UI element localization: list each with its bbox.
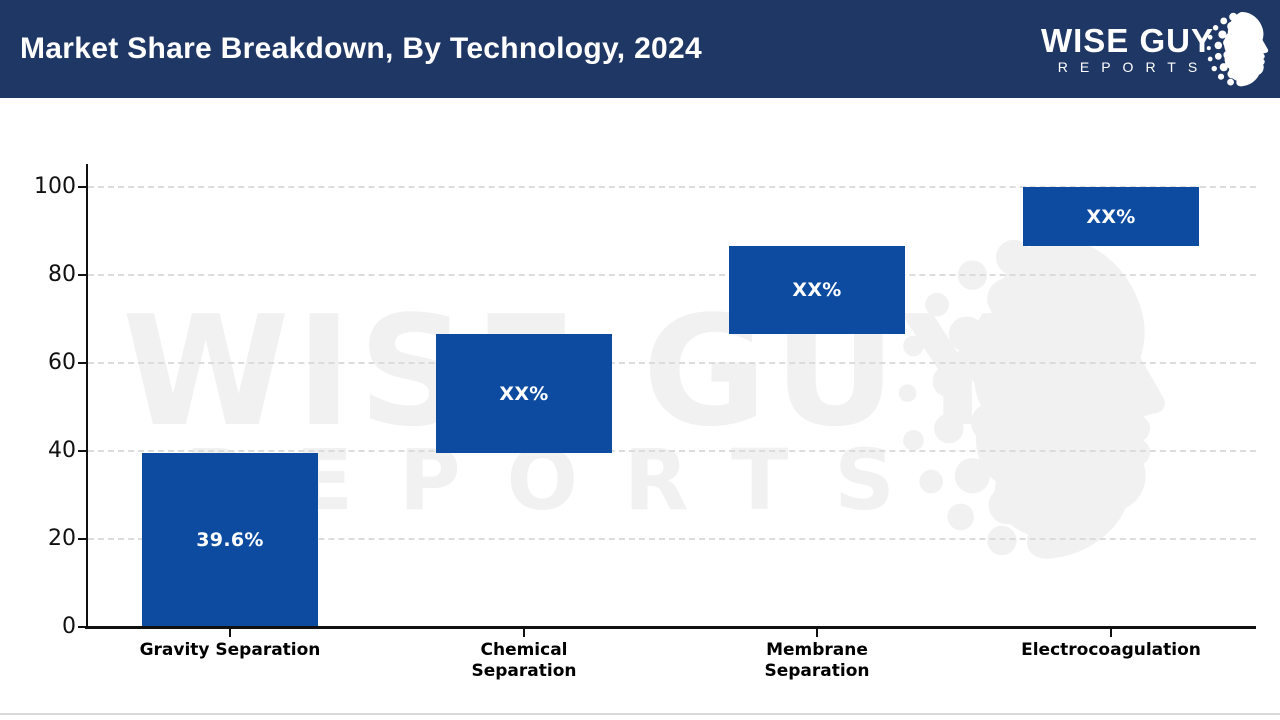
bar-value-label: XX% — [499, 382, 549, 405]
logo-text: WISE GUY REPORTS — [1041, 24, 1214, 74]
gridline-20 — [88, 538, 1256, 540]
bar-value-label: XX% — [792, 279, 842, 302]
y-tick-mark — [78, 362, 87, 364]
bar-segment-gravity-separation: 39.6% — [142, 452, 318, 627]
bottom-border-line — [0, 713, 1280, 715]
gridline-100 — [88, 186, 1256, 188]
gridline-60 — [88, 362, 1256, 364]
wiseguy-logo: WISE GUY REPORTS — [1041, 6, 1270, 92]
x-axis-label: Gravity Separation — [139, 640, 321, 660]
x-tick-mark — [816, 629, 818, 637]
x-axis-label: Electrocoagulation — [1021, 640, 1201, 660]
y-tick-label: 80 — [48, 262, 76, 287]
y-tick-mark — [78, 450, 87, 452]
x-tick-mark — [229, 629, 231, 637]
y-tick-mark — [78, 186, 87, 188]
x-axis-label: Chemical Separation — [471, 640, 577, 682]
chart-title: Market Share Breakdown, By Technology, 2… — [20, 32, 703, 65]
watermark-head-icon — [878, 228, 1173, 570]
y-tick-label: 40 — [48, 438, 76, 463]
y-tick-mark — [78, 274, 87, 276]
bar-segment-membrane-separation: XX% — [729, 246, 905, 335]
bar-value-label: XX% — [1086, 205, 1136, 228]
y-tick-label: 0 — [62, 614, 76, 639]
y-tick-label: 20 — [48, 526, 76, 551]
x-axis-label: Membrane Separation — [764, 640, 870, 682]
x-tick-mark — [523, 629, 525, 637]
y-tick-mark — [78, 626, 87, 628]
x-tick-mark — [1110, 629, 1112, 637]
bar-segment-chemical-separation: XX% — [436, 334, 612, 453]
y-tick-label: 100 — [34, 174, 76, 199]
logo-wordmark: WISE GUY — [1040, 22, 1214, 59]
header-bar: Market Share Breakdown, By Technology, 2… — [0, 0, 1280, 98]
gridline-80 — [88, 274, 1256, 276]
y-tick-label: 60 — [48, 350, 76, 375]
y-tick-mark — [78, 538, 87, 540]
bar-value-label: 39.6% — [196, 528, 264, 551]
gridline-40 — [88, 450, 1256, 452]
bar-segment-electrocoagulation: XX% — [1023, 187, 1199, 247]
logo-subtitle: REPORTS — [1057, 59, 1210, 75]
x-axis-spine — [85, 626, 1256, 629]
y-axis-spine — [86, 164, 88, 629]
